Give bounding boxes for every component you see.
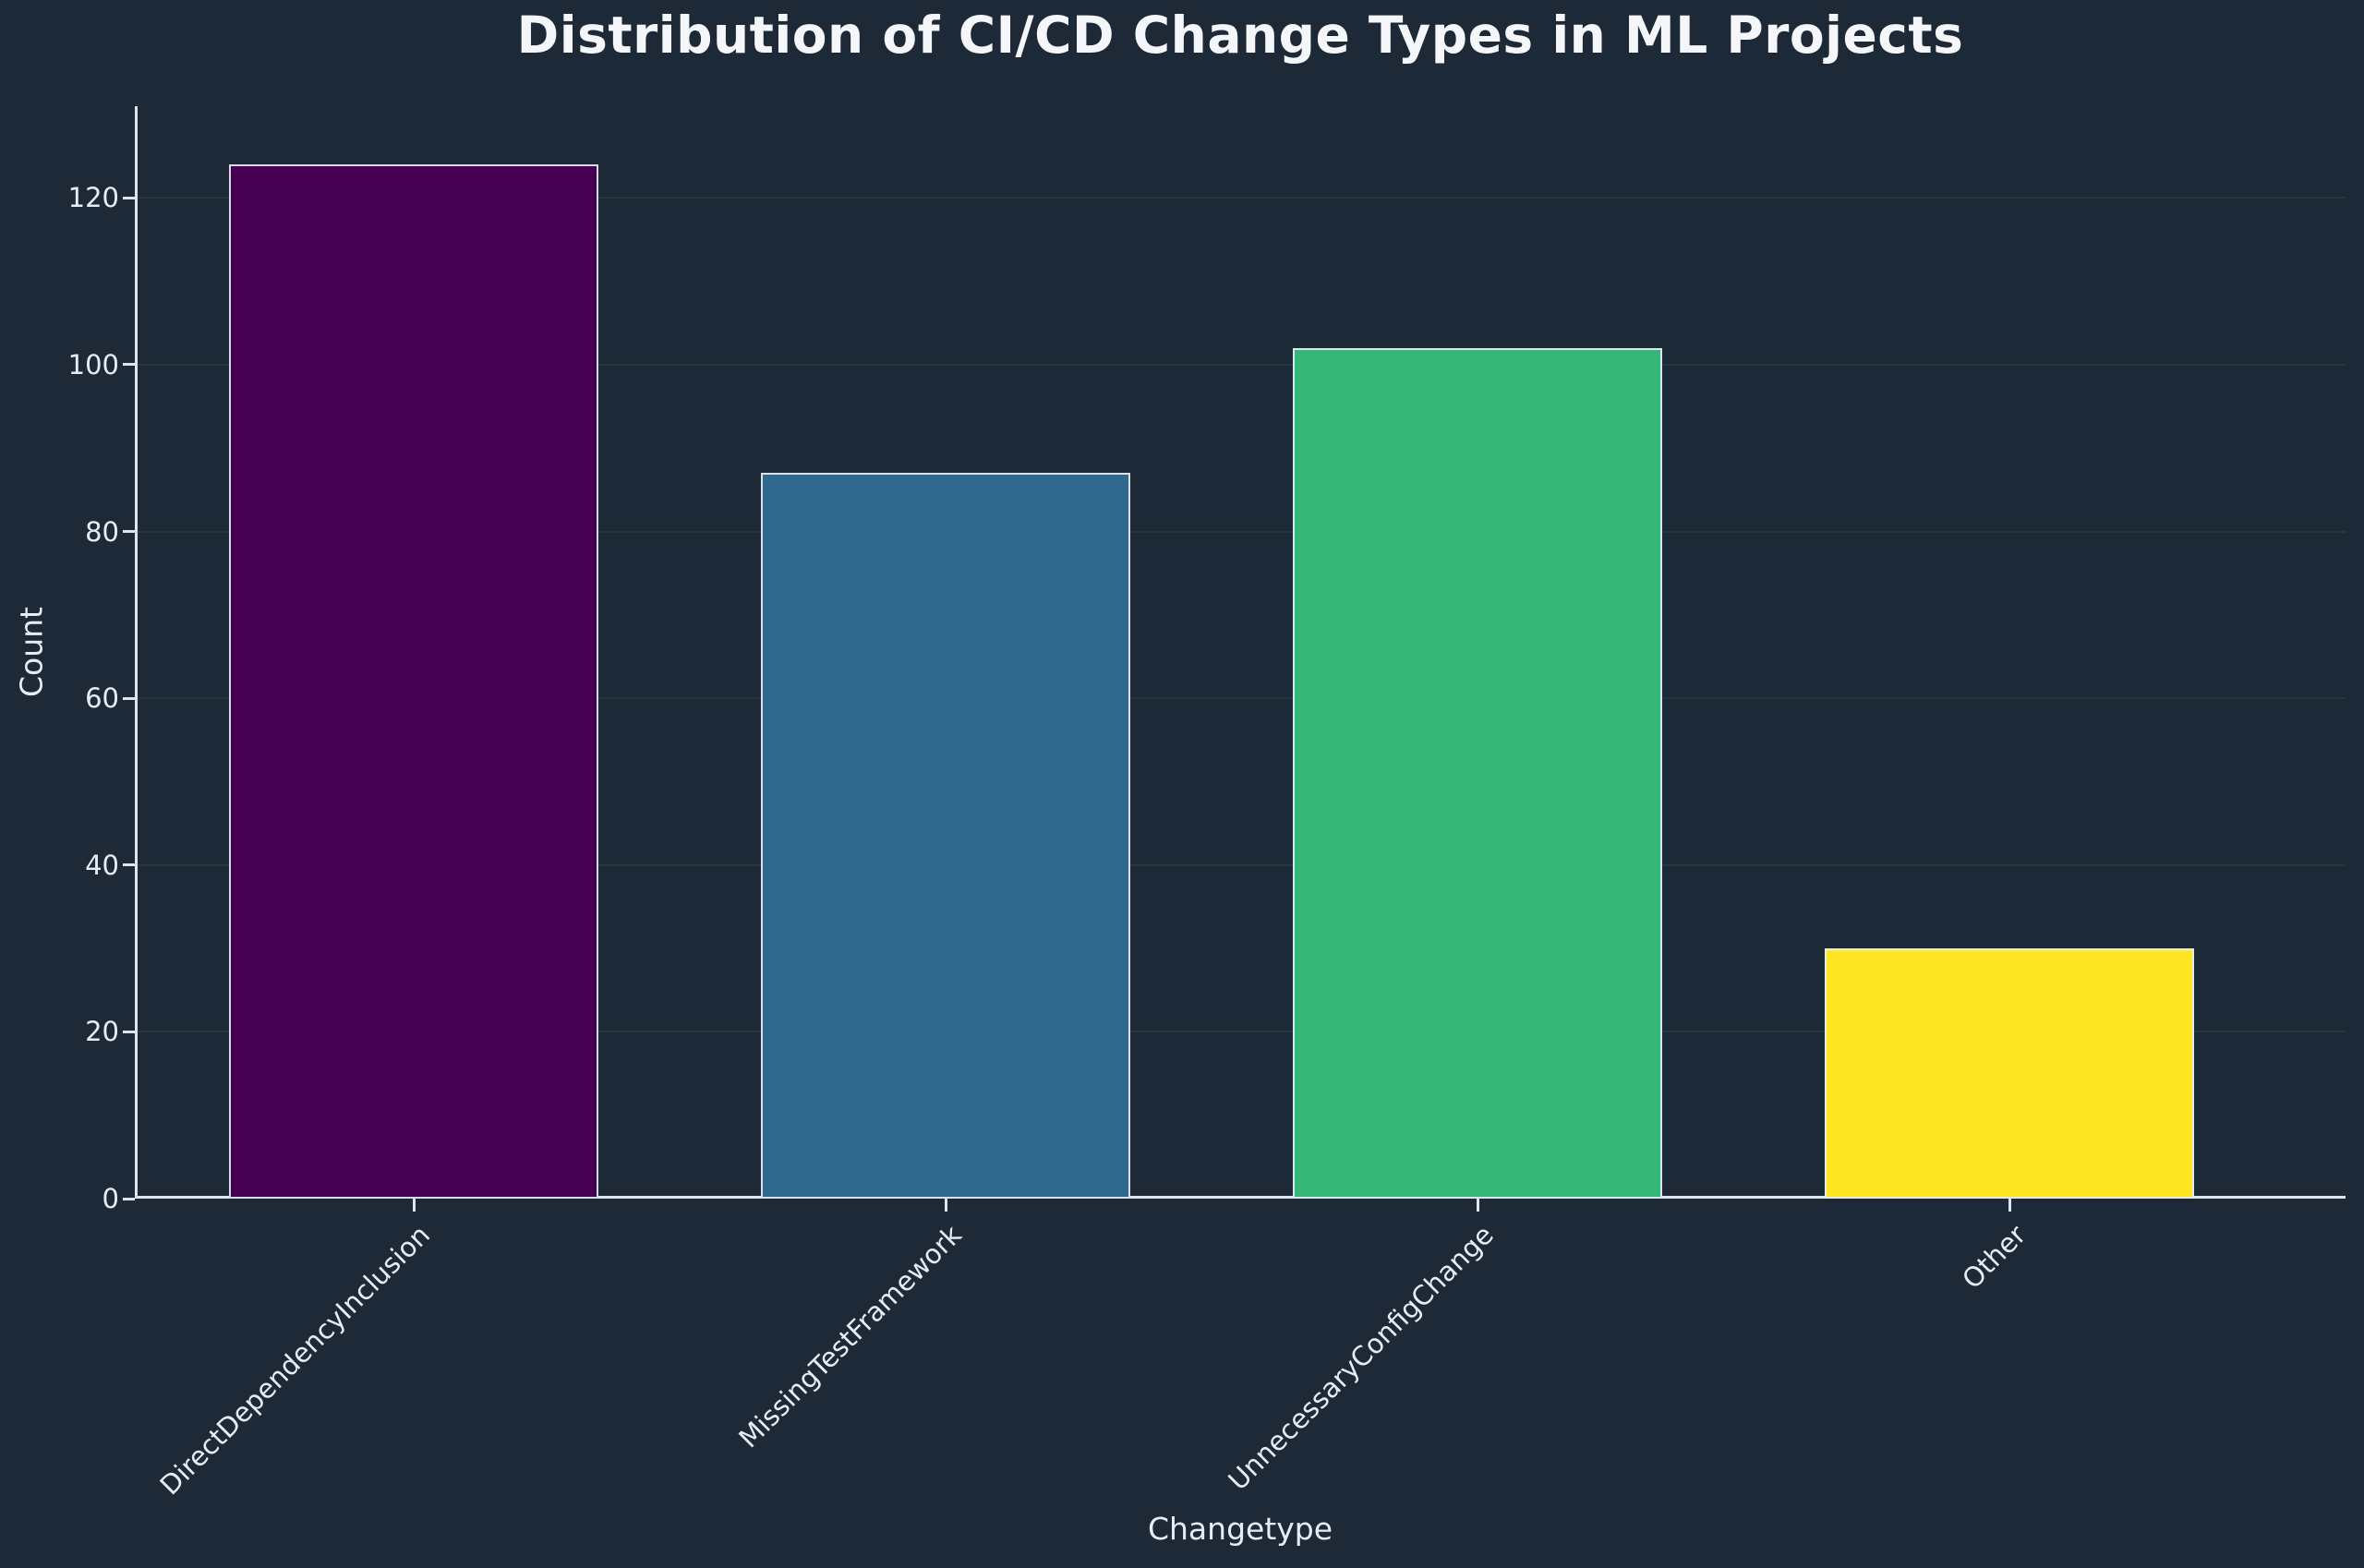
bar-MissingTestFramework xyxy=(761,473,1130,1199)
y-tick-mark-60 xyxy=(123,696,135,700)
bar-DirectDependencyInclusion xyxy=(229,164,598,1199)
bar-UnnecessaryConfigChange xyxy=(1293,347,1662,1199)
y-axis-spine xyxy=(135,106,138,1199)
gridline-y-100 xyxy=(135,363,2346,366)
y-tick-label-100: 100 xyxy=(67,348,119,380)
y-tick-label-80: 80 xyxy=(85,515,119,548)
x-tick-label-text: DirectDependencyInclusion xyxy=(153,1219,437,1502)
x-tick-label-text: Other xyxy=(1955,1219,2032,1296)
x-tick-mark-MissingTestFramework xyxy=(944,1199,947,1212)
y-tick-label-60: 60 xyxy=(85,682,119,715)
y-tick-label-20: 20 xyxy=(85,1016,119,1048)
gridline-y-80 xyxy=(135,530,2346,533)
y-tick-label-40: 40 xyxy=(85,849,119,881)
y-axis-label: Count xyxy=(13,606,50,698)
x-tick-label-text: UnnecessaryConfigChange xyxy=(1222,1219,1501,1497)
plot-area: 0 20 40 60 80 100 120 DirectDependencyInclusion… xyxy=(68,106,2346,1501)
y-tick-label-120: 120 xyxy=(67,182,119,214)
gridline-y-20 xyxy=(135,1031,2346,1033)
x-axis-spine xyxy=(135,1196,2346,1199)
gridline-y-40 xyxy=(135,863,2346,866)
gridline-y-120 xyxy=(135,197,2346,199)
y-tick-label-0: 0 xyxy=(102,1183,119,1214)
y-tick-mark-100 xyxy=(123,363,135,367)
x-axis-label: Changetype xyxy=(1147,1511,1333,1547)
x-tick-mark-UnnecessaryConfigChange xyxy=(1476,1199,1479,1212)
y-tick-mark-0 xyxy=(123,1197,135,1200)
bar-Other xyxy=(1825,948,2194,1199)
y-tick-mark-80 xyxy=(123,530,135,534)
x-tick-mark-Other xyxy=(2008,1199,2011,1212)
gridline-y-60 xyxy=(135,697,2346,700)
x-tick-mark-DirectDependencyInclusion xyxy=(412,1199,416,1212)
x-tick-label-text: MissingTestFramework xyxy=(732,1219,969,1454)
y-tick-mark-20 xyxy=(123,1030,135,1033)
y-tick-mark-40 xyxy=(123,863,135,867)
y-tick-mark-120 xyxy=(123,196,135,199)
chart-title: Distribution of CI/CD Change Types in ML… xyxy=(516,6,1964,65)
